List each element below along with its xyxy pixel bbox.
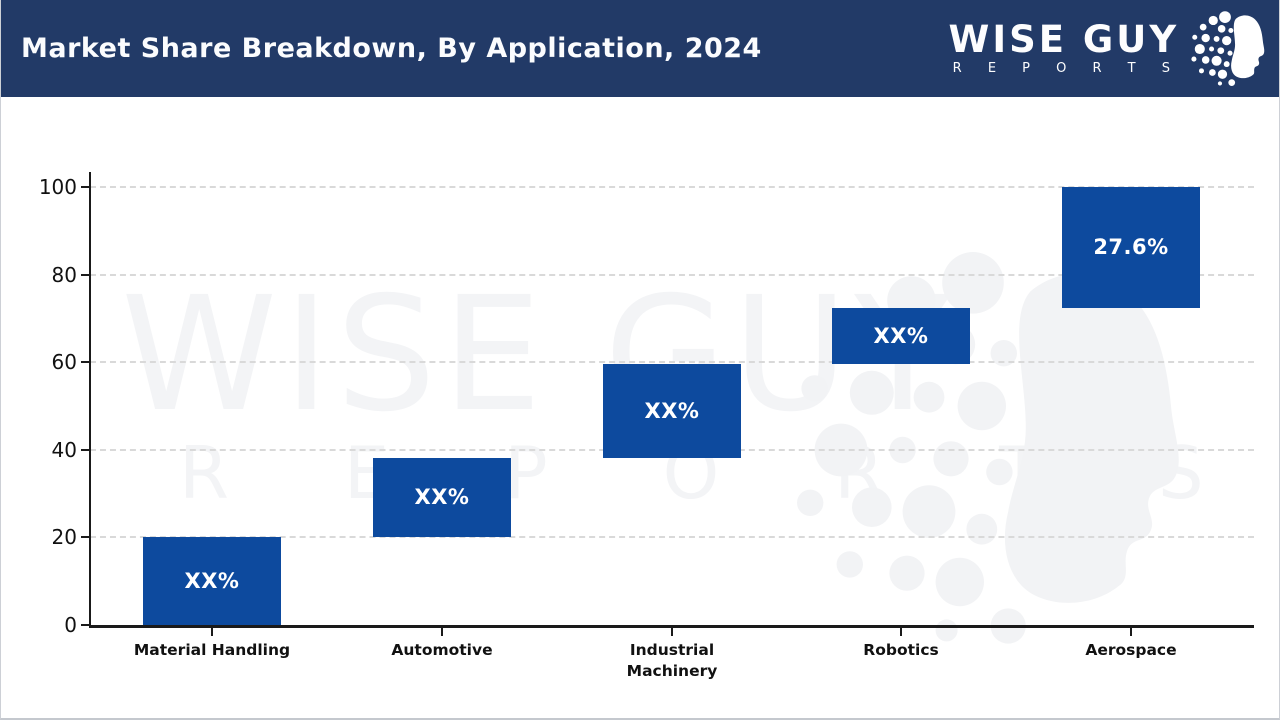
bar-value-label: XX% xyxy=(414,485,470,510)
bar-value-label: XX% xyxy=(644,399,700,424)
x-category-label: Material Handling xyxy=(133,641,291,659)
y-tick-mark xyxy=(81,361,89,364)
logo-head-icon xyxy=(1191,10,1265,86)
bar-value-label: XX% xyxy=(873,324,929,349)
x-category-label: Aerospace xyxy=(1085,641,1177,659)
x-category-label: Automotive xyxy=(391,641,493,659)
x-tick-mark xyxy=(211,628,213,636)
y-tick-mark xyxy=(81,273,89,276)
y-tick-label: 100 xyxy=(38,175,77,199)
x-axis-line xyxy=(89,625,1254,628)
y-axis-line xyxy=(89,172,91,627)
gridline-y60 xyxy=(90,361,1254,364)
y-tick-mark xyxy=(81,448,89,451)
x-category-label: Industrial Machinery xyxy=(626,641,718,680)
y-tick-mark xyxy=(81,624,89,626)
gridline-y100 xyxy=(90,186,1254,188)
x-tick-mark xyxy=(671,628,673,636)
wise-guy-logo: WISE GUY R E P O R T S xyxy=(947,7,1267,91)
bar-material-handling: XX% xyxy=(143,536,281,625)
x-tick-mark xyxy=(1130,628,1132,636)
bar-value-label: 27.6% xyxy=(1093,235,1169,260)
y-tick-mark xyxy=(81,186,89,188)
x-category-label: Robotics xyxy=(863,641,939,659)
y-tick-label: 0 xyxy=(64,613,77,637)
y-tick-label: 80 xyxy=(51,262,77,287)
x-tick-mark xyxy=(900,628,902,636)
header-bar: Market Share Breakdown, By Application, … xyxy=(1,0,1279,97)
bar-aerospace: 27.6% xyxy=(1062,187,1200,308)
watermark-wordmark: WISE GUY xyxy=(121,263,957,447)
y-tick-mark xyxy=(81,536,89,539)
waterfall-chart: WISE GUY R E P O R T S xyxy=(1,97,1279,718)
gridline-y20 xyxy=(90,536,1254,539)
y-tick-label: 20 xyxy=(51,525,77,550)
page-title: Market Share Breakdown, By Application, … xyxy=(21,33,762,64)
bar-automotive: XX% xyxy=(373,457,511,537)
x-tick-mark xyxy=(441,628,443,636)
gridline-y80 xyxy=(90,273,1254,276)
logo-subtitle: R E P O R T S xyxy=(952,60,1181,76)
logo-wordmark: WISE GUY xyxy=(948,17,1180,61)
y-tick-label: 40 xyxy=(51,437,77,462)
bar-industrial-machinery: XX% xyxy=(603,364,741,458)
y-tick-label: 60 xyxy=(51,350,77,375)
bar-value-label: XX% xyxy=(184,568,240,593)
bar-robotics: XX% xyxy=(832,307,970,365)
